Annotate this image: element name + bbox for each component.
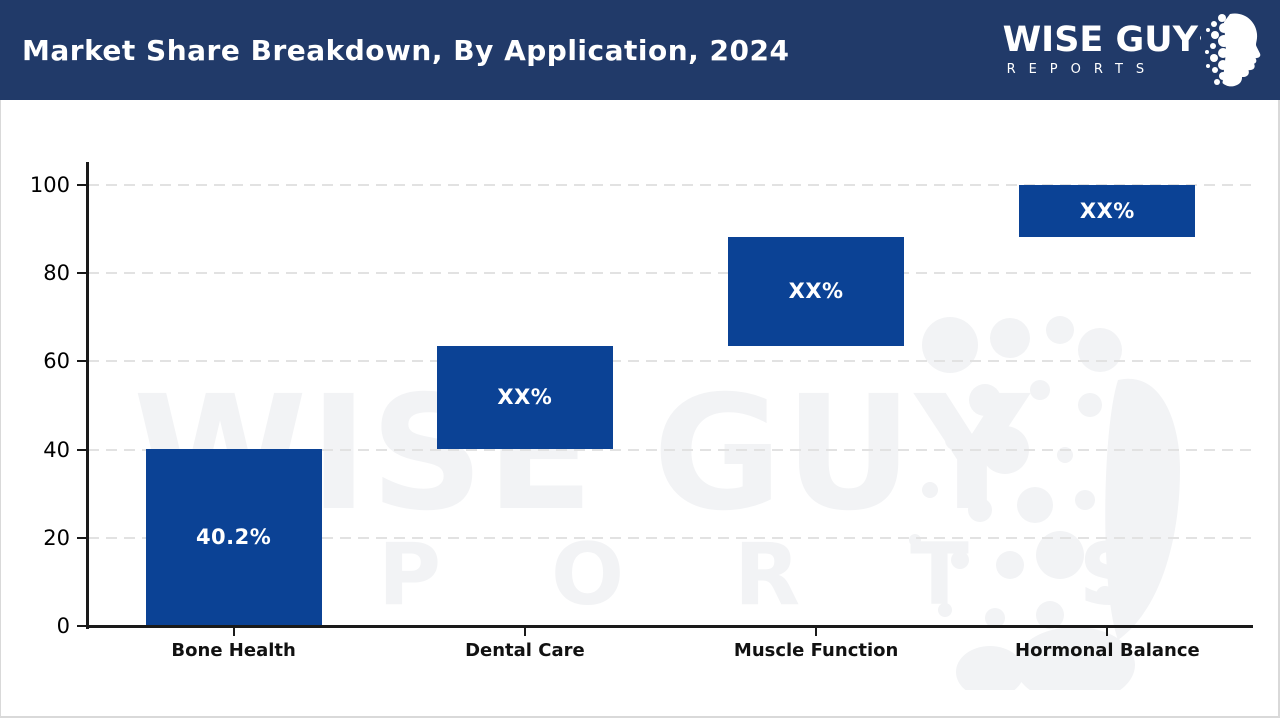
gridline-40 [88, 448, 1253, 451]
x-category-label-dental-care: Dental Care [465, 640, 585, 661]
y-tick-label-0: 0 [56, 614, 70, 638]
logo-face-icon [1200, 13, 1261, 87]
y-tick-40 [77, 448, 86, 451]
gridline-100 [88, 184, 1253, 186]
x-axis [86, 625, 1253, 628]
x-tick-hormonal-balance [1106, 628, 1109, 636]
figure-border-bottom [0, 716, 1280, 718]
x-category-label-bone-health: Bone Health [171, 640, 296, 661]
bar-hormonal-balance: XX% [1019, 185, 1196, 238]
page-title: Market Share Breakdown, By Application, … [22, 33, 790, 67]
x-tick-bone-health [232, 628, 235, 636]
bar-value-label: XX% [788, 279, 844, 304]
bar-value-label: 40.2% [195, 525, 272, 550]
bar-muscle-function: XX% [728, 237, 905, 346]
logo-name: WISE GUY [1002, 20, 1198, 60]
bar-value-label: XX% [497, 385, 553, 410]
gridline-20 [88, 536, 1253, 539]
y-tick-20 [77, 536, 86, 539]
x-tick-muscle-function [815, 628, 818, 636]
wiseguy-logo: WISE GUY REPORTS [1003, 8, 1280, 92]
y-tick-100 [77, 184, 86, 186]
logo-text: WISE GUY REPORTS [1002, 20, 1198, 78]
logo-subname: REPORTS [1006, 62, 1158, 77]
header-bar: Market Share Breakdown, By Application, … [0, 0, 1280, 100]
x-category-label-hormonal-balance: Hormonal Balance [1015, 640, 1200, 661]
y-tick-0 [77, 625, 86, 627]
bar-dental-care: XX% [436, 345, 613, 449]
y-tick-80 [77, 272, 86, 275]
bar-bone-health: 40.2% [145, 448, 322, 626]
y-tick-label-100: 100 [29, 173, 70, 197]
figure-border-left [0, 100, 1, 717]
y-tick-label-40: 40 [43, 437, 70, 462]
y-tick-60 [77, 360, 86, 363]
figure-border-right [1278, 100, 1280, 717]
gridline-60 [88, 360, 1253, 363]
chart-canvas: WISE GUY P O R T S 40.2% XX% XX% XX% 0 20 40 60… [0, 100, 1280, 720]
x-category-label-muscle-function: Muscle Function [733, 640, 899, 661]
y-tick-label-20: 20 [43, 525, 70, 550]
y-axis [86, 162, 89, 629]
y-tick-label-80: 80 [43, 261, 70, 286]
y-tick-label-60: 60 [43, 349, 70, 374]
bar-value-label: XX% [1079, 199, 1135, 224]
gridline-80 [88, 272, 1253, 275]
x-tick-dental-care [523, 628, 526, 636]
